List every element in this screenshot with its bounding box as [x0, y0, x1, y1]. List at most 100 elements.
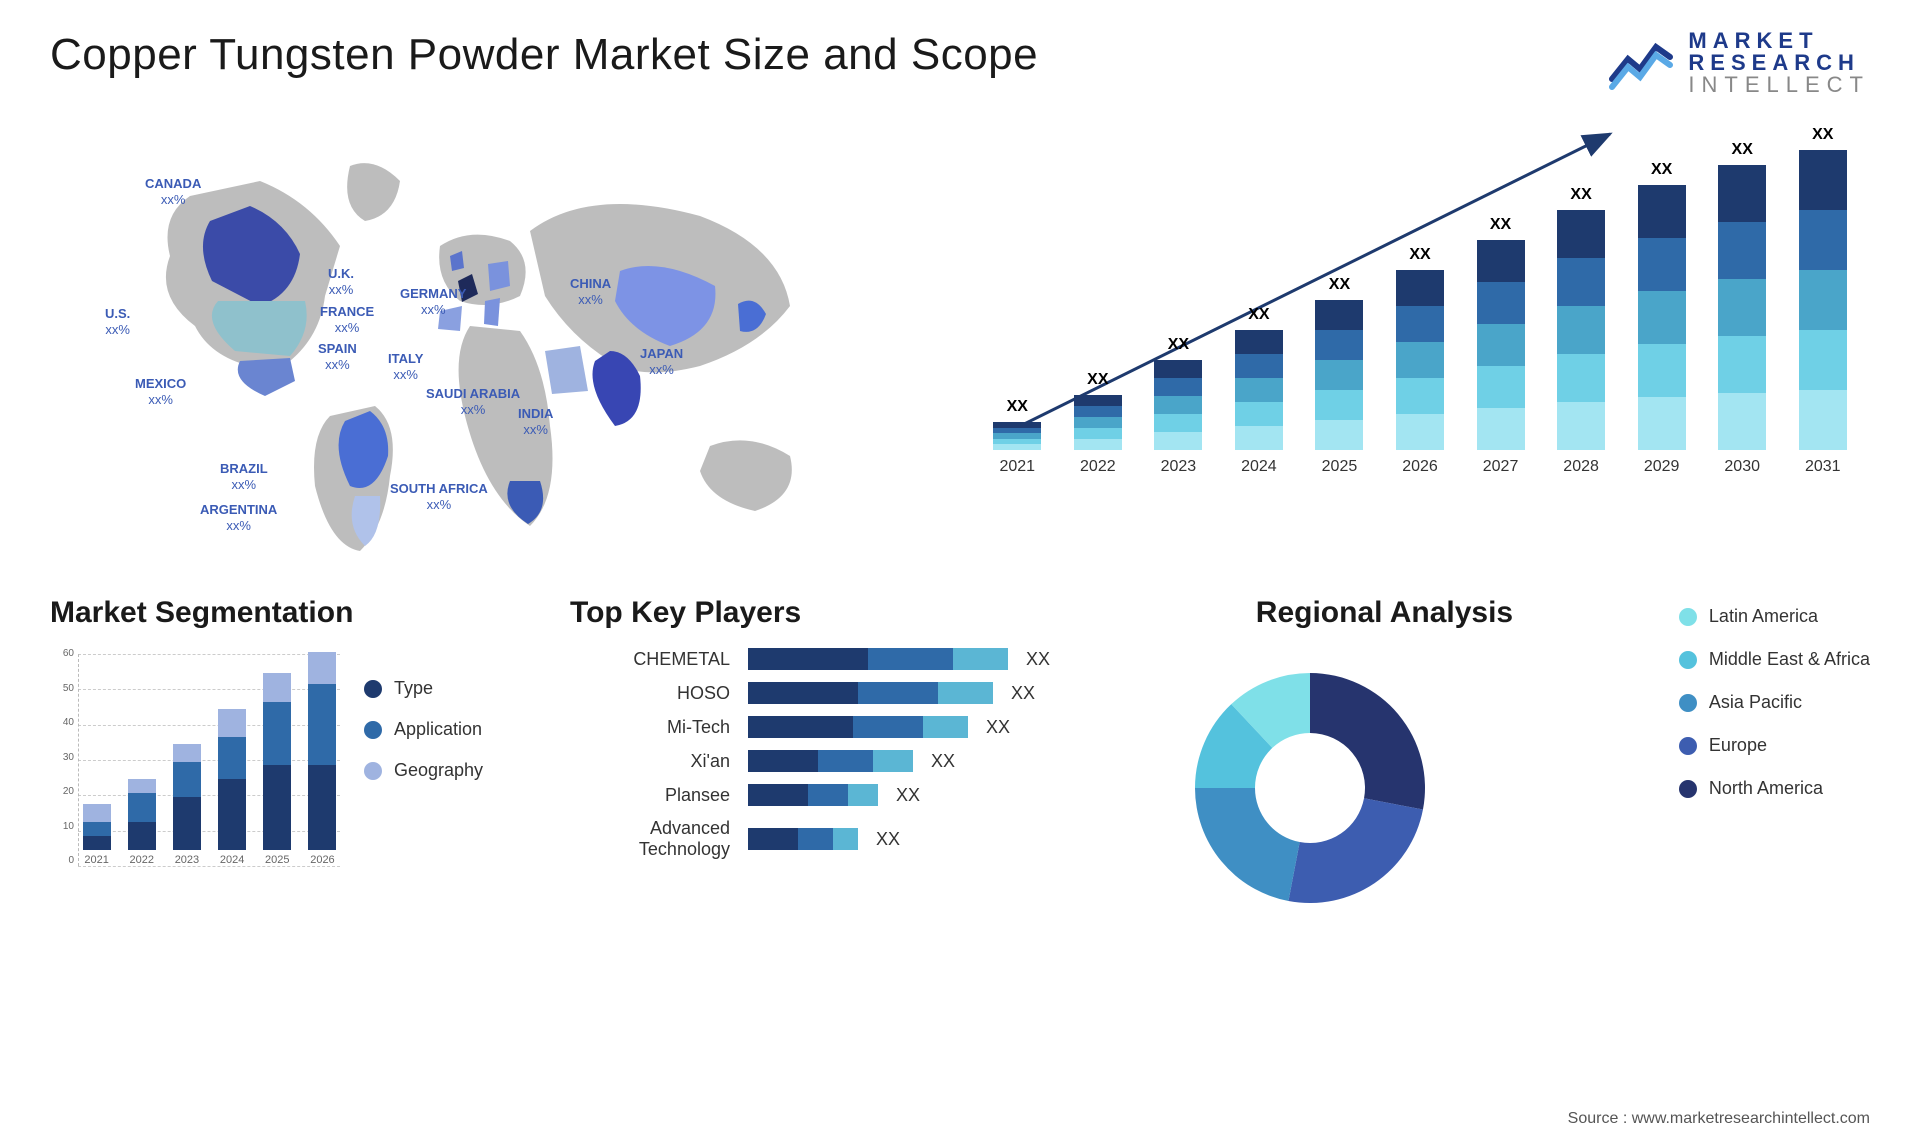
player-label: HOSO [570, 683, 740, 704]
growth-value-label: XX [1651, 161, 1672, 179]
growth-value-label: XX [1087, 371, 1108, 389]
growth-value-label: XX [1329, 276, 1350, 294]
donut-seg-europe [1288, 798, 1423, 903]
seg-bar [308, 652, 336, 850]
regional-legend-item: Asia Pacific [1679, 692, 1870, 713]
player-label: Advanced Technology [570, 818, 740, 860]
growth-col-2031: XX2031 [1785, 126, 1860, 476]
player-bar [748, 716, 968, 738]
growth-value-label: XX [1409, 246, 1430, 264]
growth-year-label: 2028 [1563, 458, 1599, 476]
growth-bar [993, 422, 1041, 450]
growth-year-label: 2022 [1080, 458, 1116, 476]
player-row: Xi'an XX [570, 750, 1090, 772]
legend-swatch-icon [364, 762, 382, 780]
world-map-panel: CANADAxx%U.S.xx%MEXICOxx%BRAZILxx%ARGENT… [50, 126, 930, 556]
player-bar [748, 784, 878, 806]
growth-col-2030: XX2030 [1705, 141, 1780, 476]
growth-bar [1477, 240, 1525, 450]
seg-bar [83, 804, 111, 850]
growth-year-label: 2027 [1483, 458, 1519, 476]
map-label-uk: U.K.xx% [328, 266, 354, 297]
growth-year-label: 2031 [1805, 458, 1841, 476]
growth-year-label: 2024 [1241, 458, 1277, 476]
seg-year-label: 2021 [84, 854, 108, 866]
logo-line-3: INTELLECT [1688, 74, 1870, 96]
growth-bar [1799, 150, 1847, 450]
donut-seg-asia-pacific [1195, 788, 1300, 901]
regional-legend: Latin AmericaMiddle East & AfricaAsia Pa… [1679, 606, 1870, 799]
growth-value-label: XX [1570, 186, 1591, 204]
map-label-southafrica: SOUTH AFRICAxx% [390, 481, 488, 512]
seg-bar [263, 673, 291, 850]
source-attribution: Source : www.marketresearchintellect.com [1568, 1110, 1870, 1128]
player-row: Mi-TechXX [570, 716, 1090, 738]
map-label-spain: SPAINxx% [318, 341, 357, 372]
player-row: Plansee XX [570, 784, 1090, 806]
growth-year-label: 2025 [1322, 458, 1358, 476]
logo-mark-icon [1608, 35, 1676, 91]
segmentation-chart: 6050403020100 202120222023202420252026 [50, 648, 340, 888]
seg-year-label: 2026 [310, 854, 334, 866]
seg-bar [128, 779, 156, 850]
legend-label: Asia Pacific [1709, 692, 1802, 713]
growth-bar [1315, 300, 1363, 450]
growth-bar [1557, 210, 1605, 450]
seg-legend-item: Type [364, 678, 483, 699]
player-value-label: XX [876, 829, 900, 850]
seg-col-2025: 2025 [260, 673, 295, 866]
growth-bar [1154, 360, 1202, 450]
player-bar [748, 750, 913, 772]
seg-bar [218, 709, 246, 850]
player-bar [748, 828, 858, 850]
page-title: Copper Tungsten Powder Market Size and S… [50, 30, 1038, 80]
legend-label: Type [394, 678, 433, 699]
growth-col-2027: XX 2027 [1463, 216, 1538, 476]
growth-bar [1718, 165, 1766, 450]
growth-value-label: XX [1732, 141, 1753, 159]
players-panel: Top Key Players CHEMETALXXHOSOXXMi-TechX… [570, 596, 1090, 916]
map-label-canada: CANADAxx% [145, 176, 201, 207]
regional-donut [1150, 648, 1470, 918]
growth-year-label: 2029 [1644, 458, 1680, 476]
growth-value-label: XX [1007, 398, 1028, 416]
player-label: Plansee [570, 785, 740, 806]
player-value-label: XX [896, 785, 920, 806]
growth-col-2029: XX 2029 [1624, 161, 1699, 476]
legend-swatch-icon [1679, 694, 1697, 712]
seg-year-label: 2023 [175, 854, 199, 866]
map-label-mexico: MEXICOxx% [135, 376, 186, 407]
player-value-label: XX [931, 751, 955, 772]
growth-col-2028: XX 2028 [1544, 186, 1619, 476]
growth-value-label: XX [1248, 306, 1269, 324]
growth-year-label: 2021 [999, 458, 1035, 476]
player-label: CHEMETAL [570, 649, 740, 670]
legend-label: Geography [394, 760, 483, 781]
player-value-label: XX [1026, 649, 1050, 670]
map-label-italy: ITALYxx% [388, 351, 423, 382]
seg-year-label: 2022 [130, 854, 154, 866]
growth-year-label: 2026 [1402, 458, 1438, 476]
legend-label: North America [1709, 778, 1823, 799]
legend-label: Middle East & Africa [1709, 649, 1870, 670]
seg-year-label: 2024 [220, 854, 244, 866]
players-title: Top Key Players [570, 596, 1090, 630]
map-label-japan: JAPANxx% [640, 346, 683, 377]
growth-col-2021: XX 2021 [980, 398, 1055, 476]
growth-value-label: XX [1490, 216, 1511, 234]
growth-bar [1235, 330, 1283, 450]
legend-swatch-icon [364, 680, 382, 698]
growth-year-label: 2023 [1161, 458, 1197, 476]
growth-col-2026: XX 2026 [1383, 246, 1458, 476]
growth-col-2025: XX 2025 [1302, 276, 1377, 476]
growth-bar [1074, 395, 1122, 450]
seg-col-2021: 2021 [79, 804, 114, 866]
map-label-india: INDIAxx% [518, 406, 553, 437]
player-label: Xi'an [570, 751, 740, 772]
player-value-label: XX [1011, 683, 1035, 704]
player-value-label: XX [986, 717, 1010, 738]
legend-swatch-icon [1679, 780, 1697, 798]
map-label-china: CHINAxx% [570, 276, 611, 307]
player-row: CHEMETAL XX [570, 648, 1090, 670]
regional-legend-item: Europe [1679, 735, 1870, 756]
